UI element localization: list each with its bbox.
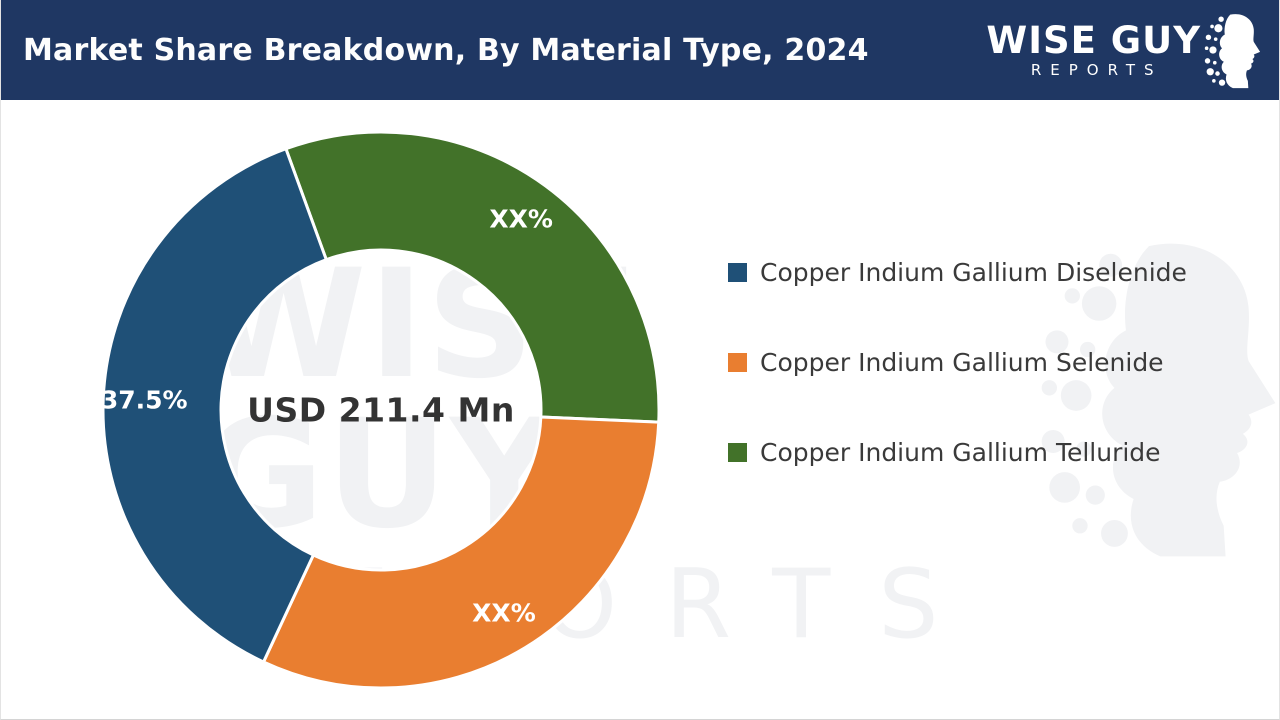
legend-label: Copper Indium Gallium Selenide xyxy=(760,347,1164,377)
donut-slice xyxy=(262,415,661,690)
legend-label: Copper Indium Gallium Telluride xyxy=(760,437,1161,467)
brand-name: WISE GUY xyxy=(986,19,1201,62)
legend-label: Copper Indium Gallium Diselenide xyxy=(760,257,1187,287)
brand-subtitle: REPORTS xyxy=(1030,61,1163,79)
legend-item: Copper Indium Gallium Diselenide xyxy=(728,257,1187,287)
page-title: Market Share Breakdown, By Material Type… xyxy=(23,32,869,68)
slice-value-label: XX% xyxy=(489,205,553,234)
legend-swatch xyxy=(728,262,747,282)
legend-swatch xyxy=(728,442,747,462)
slice-value-label: XX% xyxy=(472,598,536,627)
slice-value-label: 37.5% xyxy=(101,385,188,414)
donut-slice xyxy=(284,130,661,424)
donut-slice xyxy=(101,147,328,664)
donut-chart: XX% XX% 37.5% xyxy=(101,130,661,690)
legend-item: Copper Indium Gallium Telluride xyxy=(728,437,1187,467)
donut-center-value: USD 211.4 Mn xyxy=(247,390,515,430)
brand-logo-text: WISE GUY REPORTS xyxy=(986,22,1201,78)
brand-logo: WISE GUY REPORTS xyxy=(986,11,1261,89)
legend-item: Copper Indium Gallium Selenide xyxy=(728,347,1187,377)
header-bar: Market Share Breakdown, By Material Type… xyxy=(1,0,1279,100)
face-profile-icon xyxy=(1203,11,1261,89)
chart-legend: Copper Indium Gallium Diselenide Copper I… xyxy=(728,257,1187,527)
legend-swatch xyxy=(728,352,747,372)
